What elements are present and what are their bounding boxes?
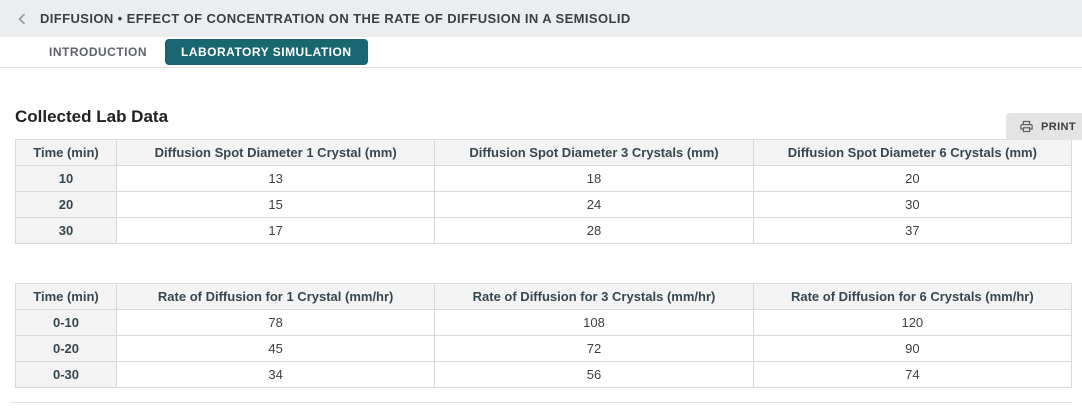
value-cell: 108	[434, 309, 754, 336]
printer-icon	[1019, 119, 1034, 134]
value-cell: 37	[752, 217, 1073, 244]
back-button[interactable]	[10, 7, 34, 31]
bottom-divider	[10, 402, 1072, 403]
column-header: Diffusion Spot Diameter 6 Crystals (mm)	[752, 139, 1073, 166]
value-cell: 28	[434, 217, 754, 244]
value-cell: 13	[115, 165, 436, 192]
column-header: Rate of Diffusion for 6 Crystals (mm/hr)	[752, 283, 1073, 310]
table-row: 0-30 34 56 74	[15, 361, 1073, 388]
page-title: DIFFUSION • EFFECT OF CONCENTRATION ON T…	[40, 11, 631, 26]
column-header: Rate of Diffusion for 1 Crystal (mm/hr)	[115, 283, 436, 310]
table-row: 0-10 78 108 120	[15, 309, 1073, 336]
print-button-label: PRINT	[1041, 120, 1076, 133]
time-cell: 10	[15, 165, 117, 192]
value-cell: 20	[752, 165, 1073, 192]
column-header: Rate of Diffusion for 3 Crystals (mm/hr)	[434, 283, 754, 310]
time-cell: 0-30	[15, 361, 117, 388]
tab-bar: INTRODUCTION LABORATORY SIMULATION	[0, 37, 1082, 68]
value-cell: 30	[752, 191, 1073, 218]
value-cell: 34	[115, 361, 436, 388]
tab-laboratory-simulation[interactable]: LABORATORY SIMULATION	[165, 39, 368, 65]
table-row: 20 15 24 30	[15, 191, 1073, 218]
value-cell: 90	[752, 335, 1073, 362]
table-row: 30 17 28 37	[15, 217, 1073, 244]
value-cell: 45	[115, 335, 436, 362]
value-cell: 120	[752, 309, 1073, 336]
value-cell: 74	[752, 361, 1073, 388]
spot-diameter-table: Time (min) Diffusion Spot Diameter 1 Cry…	[15, 139, 1073, 244]
value-cell: 24	[434, 191, 754, 218]
table-row: 0-20 45 72 90	[15, 335, 1073, 362]
value-cell: 18	[434, 165, 754, 192]
time-cell: 20	[15, 191, 117, 218]
column-header: Time (min)	[15, 283, 117, 310]
main-content: PRINT Collected Lab Data Time (min) Diff…	[0, 107, 1082, 403]
tab-introduction[interactable]: INTRODUCTION	[33, 39, 163, 65]
section-title: Collected Lab Data	[15, 107, 169, 126]
time-cell: 30	[15, 217, 117, 244]
column-header: Time (min)	[15, 139, 117, 166]
value-cell: 78	[115, 309, 436, 336]
column-header: Diffusion Spot Diameter 1 Crystal (mm)	[115, 139, 436, 166]
table-header-row: Time (min) Rate of Diffusion for 1 Cryst…	[15, 283, 1073, 310]
table-row: 10 13 18 20	[15, 165, 1073, 192]
value-cell: 72	[434, 335, 754, 362]
app-header: DIFFUSION • EFFECT OF CONCENTRATION ON T…	[0, 0, 1082, 37]
value-cell: 15	[115, 191, 436, 218]
table-header-row: Time (min) Diffusion Spot Diameter 1 Cry…	[15, 139, 1073, 166]
chevron-left-icon	[11, 8, 33, 30]
value-cell: 56	[434, 361, 754, 388]
print-button[interactable]: PRINT	[1006, 113, 1082, 140]
value-cell: 17	[115, 217, 436, 244]
time-cell: 0-10	[15, 309, 117, 336]
time-cell: 0-20	[15, 335, 117, 362]
diffusion-rate-table: Time (min) Rate of Diffusion for 1 Cryst…	[15, 283, 1073, 388]
column-header: Diffusion Spot Diameter 3 Crystals (mm)	[434, 139, 754, 166]
